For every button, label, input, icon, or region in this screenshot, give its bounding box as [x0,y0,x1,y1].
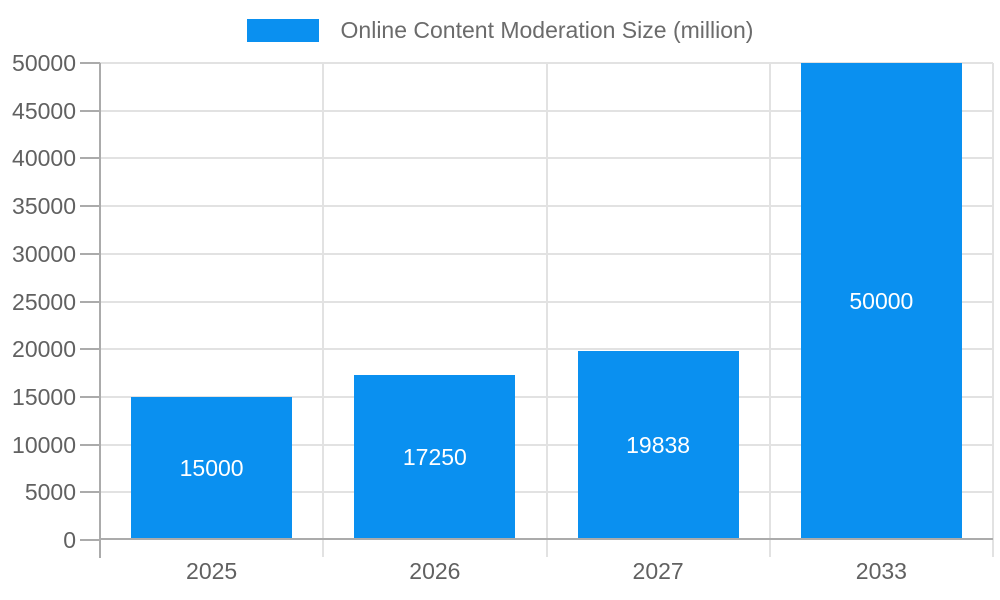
y-tick-label: 5000 [24,479,76,506]
bar: 15000 [131,396,293,540]
y-tick-label: 15000 [12,383,76,410]
y-tick [80,62,100,64]
legend: Online Content Moderation Size (million) [0,17,1000,44]
y-tick [80,395,100,398]
y-tick [80,252,100,255]
y-gridline [100,109,993,112]
y-gridline [100,348,993,351]
y-tick-label: 35000 [12,193,76,220]
y-tick-label: 50000 [12,50,76,76]
y-tick-label: 10000 [12,431,76,458]
v-gridline [768,63,771,557]
y-tick [80,300,100,303]
y-tick-label: 25000 [12,288,76,315]
y-tick-label: 20000 [12,336,76,363]
v-gridline [545,63,548,557]
y-tick-label: 45000 [12,97,76,124]
y-gridline [100,300,993,303]
y-gridline [100,252,993,255]
x-tick-label: 2027 [632,558,684,584]
legend-swatch [246,19,319,42]
y-tick [80,348,100,351]
x-tick-label: 2033 [855,558,907,584]
bar: 19838 [577,350,739,540]
x-axis-line [100,538,993,540]
y-gridline [100,62,993,64]
y-tick [80,205,100,208]
y-tick [80,157,100,160]
x-tick-label: 2026 [409,558,461,584]
bar-value-label: 19838 [626,431,691,458]
bar: 50000 [800,63,962,540]
x-tick-label: 2025 [186,558,238,584]
v-gridline [322,63,325,557]
bar-value-label: 15000 [179,454,244,481]
y-tick [80,491,100,494]
y-tick [80,539,100,541]
y-gridline [100,205,993,208]
bar-value-label: 17250 [402,444,467,471]
y-tick [80,443,100,446]
y-gridline [100,157,993,160]
bar-value-label: 50000 [849,288,914,314]
y-gridline [100,443,993,446]
y-tick-label: 0 [63,527,76,553]
y-tick-label: 30000 [12,240,76,267]
legend-label: Online Content Moderation Size (million) [340,17,754,43]
y-axis-line [99,63,101,558]
v-gridline [992,63,994,557]
y-tick [80,109,100,112]
y-gridline [100,395,993,398]
y-gridline [100,491,993,494]
y-tick-label: 40000 [12,145,76,172]
bar: 17250 [354,375,516,540]
